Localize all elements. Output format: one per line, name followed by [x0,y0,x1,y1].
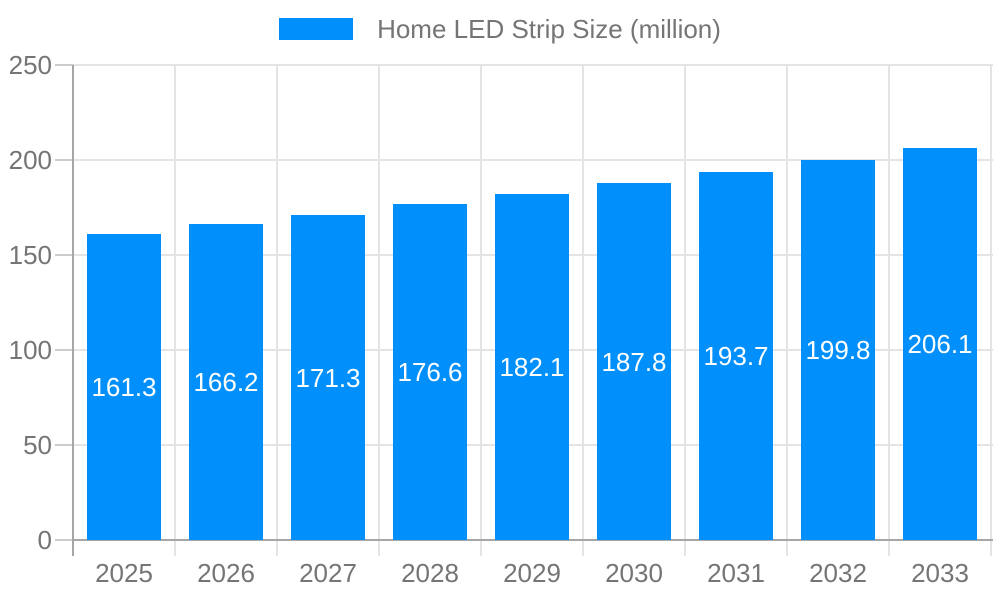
bar-value-label: 193.7 [703,341,769,371]
bar-2028 [393,204,467,540]
v-gridline [786,65,788,556]
v-gridline [378,65,380,556]
x-tick-label: 2029 [503,558,561,588]
x-tick-label: 2031 [707,558,765,588]
v-gridline [480,65,482,556]
bar-value-label: 166.2 [193,367,259,397]
y-axis-line [72,65,74,556]
bar-value-label: 161.3 [91,372,157,402]
bar-2026 [189,224,263,540]
x-tick-label: 2033 [911,558,969,588]
y-axis-tick [55,159,73,161]
chart-legend: Home LED Strip Size (million) [0,14,1000,44]
v-gridline [684,65,686,556]
x-tick-label: 2025 [95,558,153,588]
y-tick-label: 150 [8,240,52,270]
y-axis-tick [55,349,73,351]
legend-swatch [279,18,354,40]
bar-value-label: 171.3 [295,363,361,393]
bar-2032 [801,160,875,540]
bar-2025 [87,234,161,540]
y-tick-label: 100 [8,335,52,365]
legend-label: Home LED Strip Size (million) [377,14,721,44]
y-axis-tick [55,64,73,66]
x-axis-line [73,539,993,541]
y-axis-tick [55,539,73,541]
bar-value-label: 182.1 [499,352,565,382]
bar-2031 [699,172,773,540]
h-gridline [73,64,993,66]
v-gridline [888,65,890,556]
bar-2027 [291,215,365,540]
y-tick-label: 50 [23,430,52,460]
x-tick-label: 2032 [809,558,867,588]
y-tick-label: 0 [37,525,52,555]
y-axis-tick [55,254,73,256]
h-gridline [73,159,993,161]
bar-2029 [495,194,569,540]
legend-item[interactable]: Home LED Strip Size (million) [279,14,721,44]
bar-value-label: 176.6 [397,357,463,387]
y-tick-label: 250 [8,50,52,80]
v-gridline [174,65,176,556]
v-gridline [990,65,992,556]
x-tick-label: 2028 [401,558,459,588]
bar-value-label: 206.1 [907,329,973,359]
y-axis-tick [55,444,73,446]
bar-value-label: 199.8 [805,335,871,365]
bar-2030 [597,183,671,540]
v-gridline [276,65,278,556]
v-gridline [582,65,584,556]
bar-value-label: 187.8 [601,347,667,377]
y-tick-label: 200 [8,145,52,175]
x-tick-label: 2026 [197,558,255,588]
x-tick-label: 2027 [299,558,357,588]
x-tick-label: 2030 [605,558,663,588]
bar-2033 [903,148,977,540]
